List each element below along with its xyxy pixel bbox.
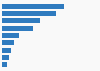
Bar xyxy=(2,62,7,67)
Bar xyxy=(2,26,33,31)
Bar xyxy=(2,4,64,9)
Bar xyxy=(2,48,11,53)
Bar xyxy=(2,18,40,23)
Bar xyxy=(2,33,19,38)
Bar xyxy=(2,40,14,45)
Bar xyxy=(2,55,9,60)
Bar xyxy=(2,11,56,16)
